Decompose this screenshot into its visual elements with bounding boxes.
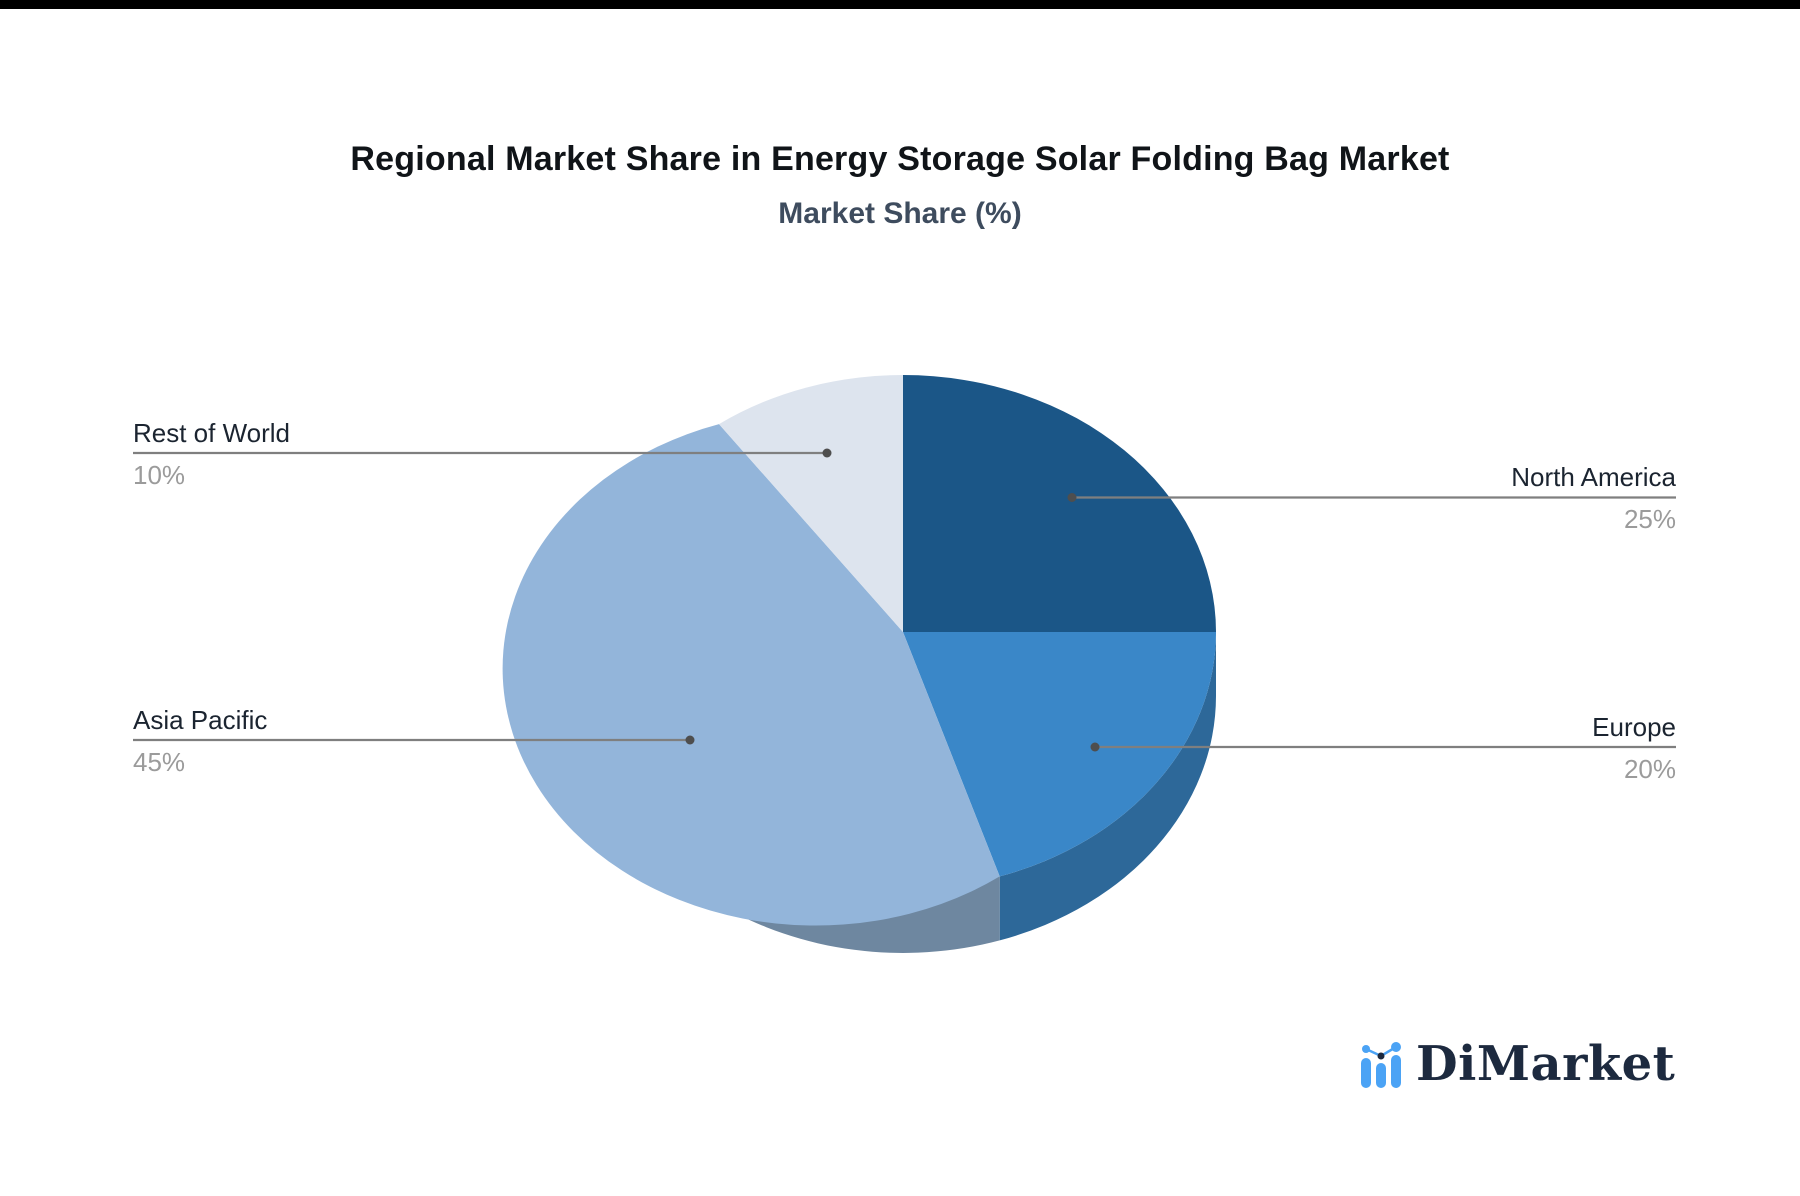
pie-rim-europe [999,632,1216,941]
pct-asia-pacific: 45% [133,747,185,777]
leader-dot-europe [1090,742,1100,752]
leader-dot-north-america [1067,493,1077,502]
pct-europe: 20% [1624,754,1676,784]
chart-subtitle: Market Share (%) [778,197,1022,230]
pct-rest-of-world: 10% [133,460,185,490]
label-north-america: North America [1511,462,1676,492]
leader-dot-asia-pacific [685,735,695,745]
label-rest-of-world: Rest of World [133,418,290,448]
label-asia-pacific: Asia Pacific [133,705,267,735]
label-europe: Europe [1592,712,1676,742]
brand-logo: DiMarket [1360,1040,1675,1088]
brand-name: DiMarket [1416,1036,1676,1092]
chart-title: Regional Market Share in Energy Storage … [350,140,1450,178]
top-border-bar [0,0,1800,9]
bar-line-chart-icon [1361,1042,1401,1088]
leader-dot-rest-of-world [822,448,832,458]
pie-slice-europe[interactable] [903,632,1216,877]
pct-north-america: 25% [1624,504,1676,534]
pie-slice-rest-of-world[interactable] [719,375,903,632]
pie-slice-north-america[interactable] [903,375,1216,632]
pie-slice-asia-pacific[interactable] [502,424,1000,926]
